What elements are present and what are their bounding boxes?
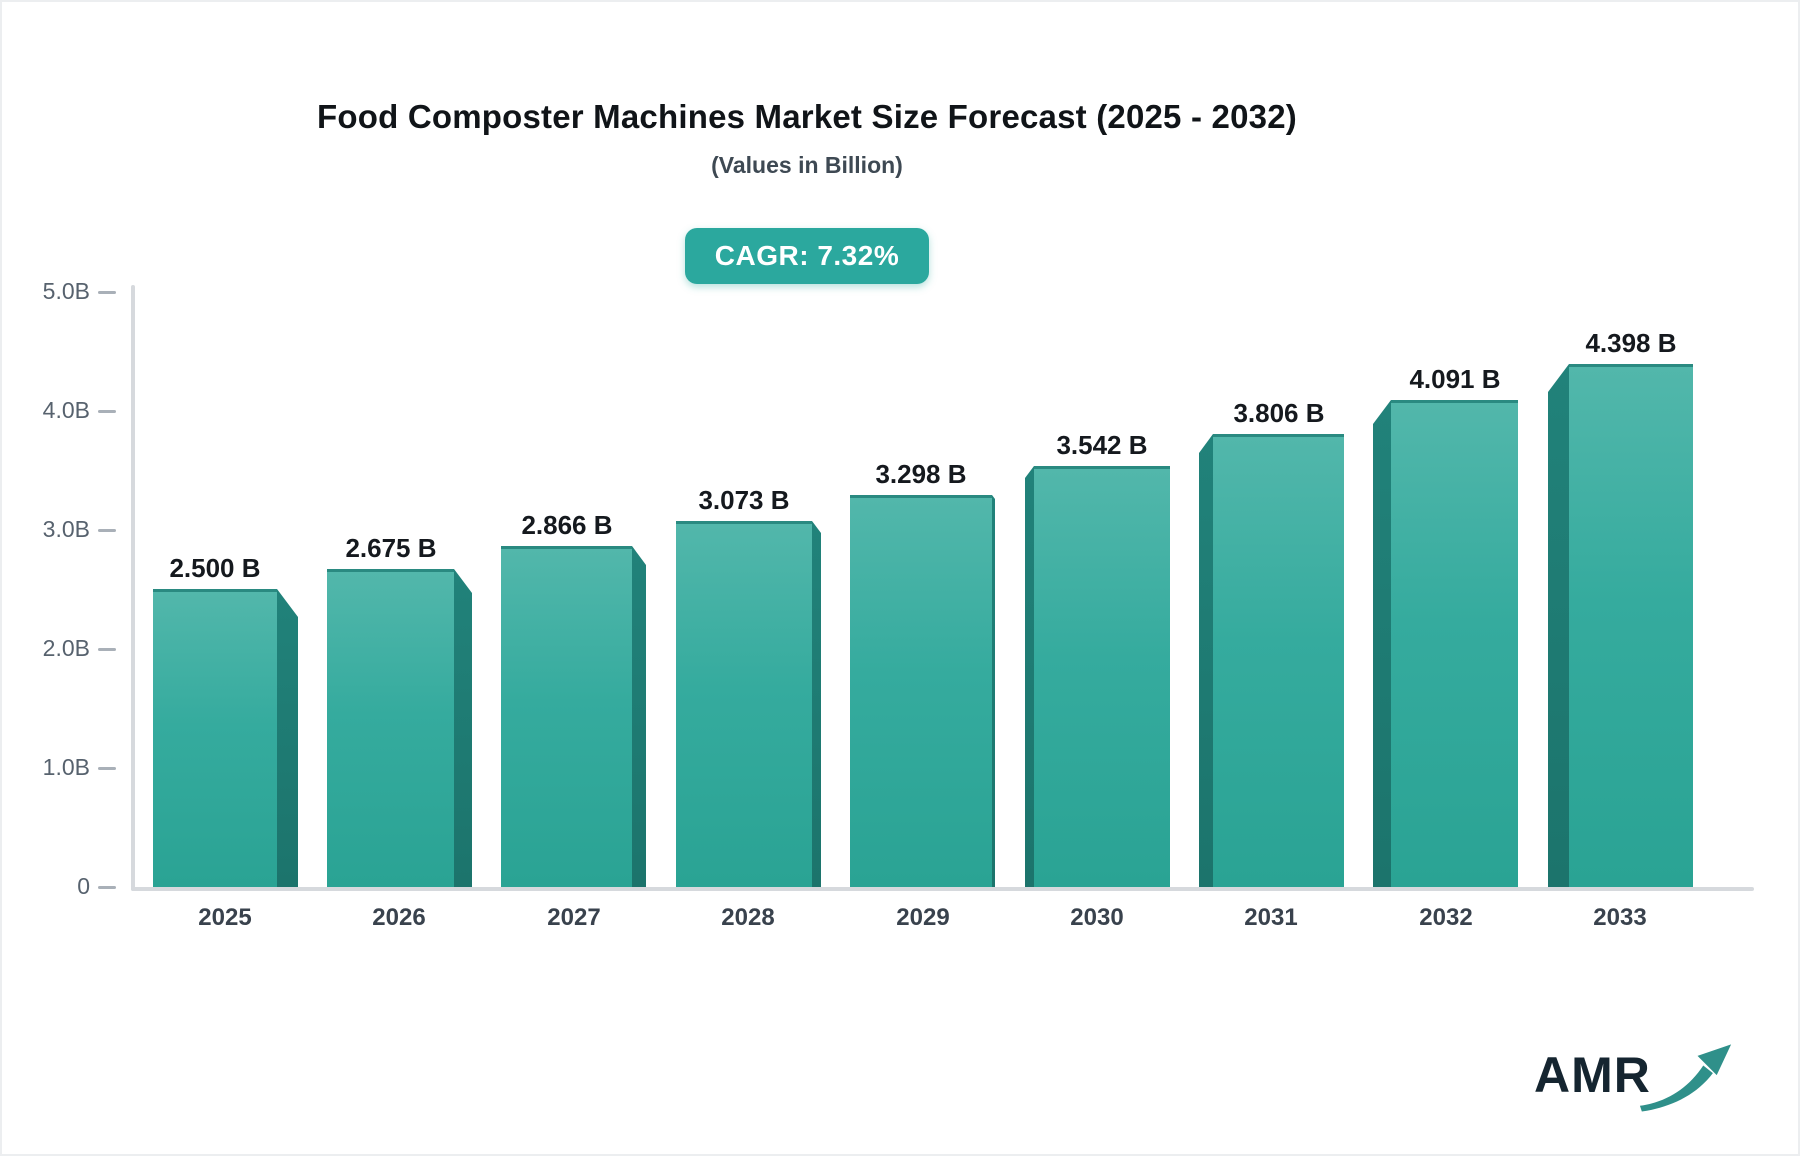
bar-face — [850, 495, 992, 887]
chart-subtitle: (Values in Billion) — [711, 152, 903, 178]
cagr-badge-row: CAGR: 7.32% — [2, 228, 1612, 284]
y-axis-tick-dash — [98, 410, 116, 413]
bar-value-label: 2.866 B — [521, 510, 613, 540]
y-axis-tick-dash — [98, 291, 116, 294]
x-axis-year-label: 2033 — [1593, 904, 1647, 931]
bar-face — [1569, 364, 1693, 887]
x-axis-year-label: 2026 — [372, 904, 426, 931]
bar-value-label: 2.675 B — [345, 533, 437, 563]
bar-side-face — [992, 495, 995, 887]
x-axis-year-label: 2030 — [1070, 904, 1124, 931]
y-axis-tick-label: 2.0B — [42, 635, 90, 661]
amr-logo-text: AMR — [1534, 1047, 1651, 1103]
bar-face — [501, 546, 632, 887]
x-axis-year-label: 2029 — [896, 904, 950, 931]
y-axis-tick-dash — [98, 529, 116, 532]
x-axis-year-label: 2028 — [721, 904, 775, 931]
bar-side-face — [454, 569, 472, 887]
x-axis-year-label: 2025 — [198, 904, 252, 931]
bar-face — [676, 521, 812, 887]
y-axis-tick-dash — [98, 648, 116, 651]
bar-value-label: 3.542 B — [1056, 430, 1148, 460]
bar-value-label: 3.806 B — [1233, 398, 1325, 428]
y-axis-tick-label: 1.0B — [42, 754, 90, 780]
x-axis-year-label: 2032 — [1419, 904, 1473, 931]
bar-side-face — [277, 589, 298, 887]
bar-face — [1391, 400, 1518, 887]
growth-arrow-icon — [1639, 1044, 1732, 1112]
y-axis-tick-label: 5.0B — [42, 278, 90, 304]
bar-side-face — [1199, 434, 1213, 887]
x-axis-year-label: 2027 — [547, 904, 601, 931]
bar-face — [1034, 466, 1170, 887]
bar-side-face — [632, 546, 646, 887]
bar-side-face — [812, 521, 821, 887]
amr-logo: AMR — [1534, 1038, 1734, 1118]
y-axis-tick-dash — [98, 886, 116, 889]
bar-value-label: 3.073 B — [698, 485, 790, 515]
bar-face — [153, 589, 277, 887]
y-axis-tick-label: 3.0B — [42, 516, 90, 542]
bar-value-label: 3.298 B — [875, 459, 967, 489]
bar-face — [327, 569, 454, 887]
chart-title: Food Composter Machines Market Size Fore… — [317, 98, 1297, 135]
bar-side-face — [1548, 364, 1569, 887]
y-axis-line — [131, 285, 135, 891]
bar-value-label: 4.398 B — [1585, 328, 1677, 358]
bar-value-label: 2.500 B — [169, 553, 261, 583]
bar-value-label: 4.091 B — [1409, 364, 1501, 394]
cagr-badge: CAGR: 7.32% — [684, 228, 930, 284]
bar-side-face — [1025, 466, 1034, 887]
y-axis-tick-dash — [98, 767, 116, 770]
bar-side-face — [1373, 400, 1391, 887]
y-axis-tick-label: 4.0B — [42, 397, 90, 423]
bar-face — [1213, 434, 1344, 887]
x-axis-line — [131, 887, 1754, 891]
y-axis-tick-label: 0 — [77, 873, 90, 899]
x-axis-year-label: 2031 — [1244, 904, 1298, 931]
